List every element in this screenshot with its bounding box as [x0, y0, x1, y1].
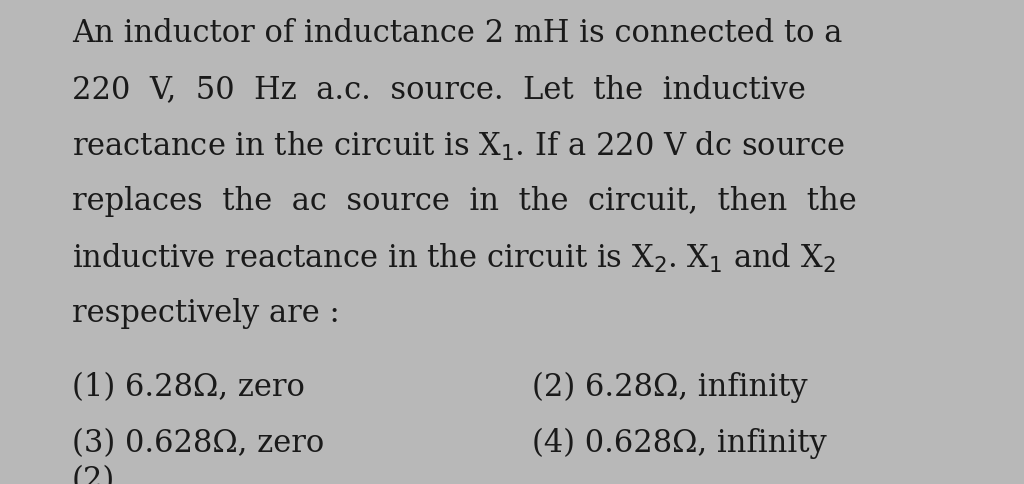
Text: inductive reactance in the circuit is X$_{2}$. X$_{1}$ and X$_{2}$: inductive reactance in the circuit is X$…	[72, 242, 836, 274]
Text: (2) 6.28Ω, infinity: (2) 6.28Ω, infinity	[532, 371, 808, 402]
Text: reactance in the circuit is X$_{1}$. If a 220 V dc source: reactance in the circuit is X$_{1}$. If …	[72, 130, 845, 163]
Text: 220  V,  50  Hz  a.c.  source.  Let  the  inductive: 220 V, 50 Hz a.c. source. Let the induct…	[72, 74, 806, 105]
Text: (2): (2)	[72, 464, 115, 484]
Text: replaces  the  ac  source  in  the  circuit,  then  the: replaces the ac source in the circuit, t…	[72, 186, 856, 216]
Text: (3) 0.628Ω, zero: (3) 0.628Ω, zero	[72, 427, 324, 458]
Text: (1) 6.28Ω, zero: (1) 6.28Ω, zero	[72, 371, 304, 402]
Text: (4) 0.628Ω, infinity: (4) 0.628Ω, infinity	[532, 427, 827, 458]
Text: respectively are :: respectively are :	[72, 297, 339, 328]
Text: An inductor of inductance 2 mH is connected to a: An inductor of inductance 2 mH is connec…	[72, 18, 842, 49]
